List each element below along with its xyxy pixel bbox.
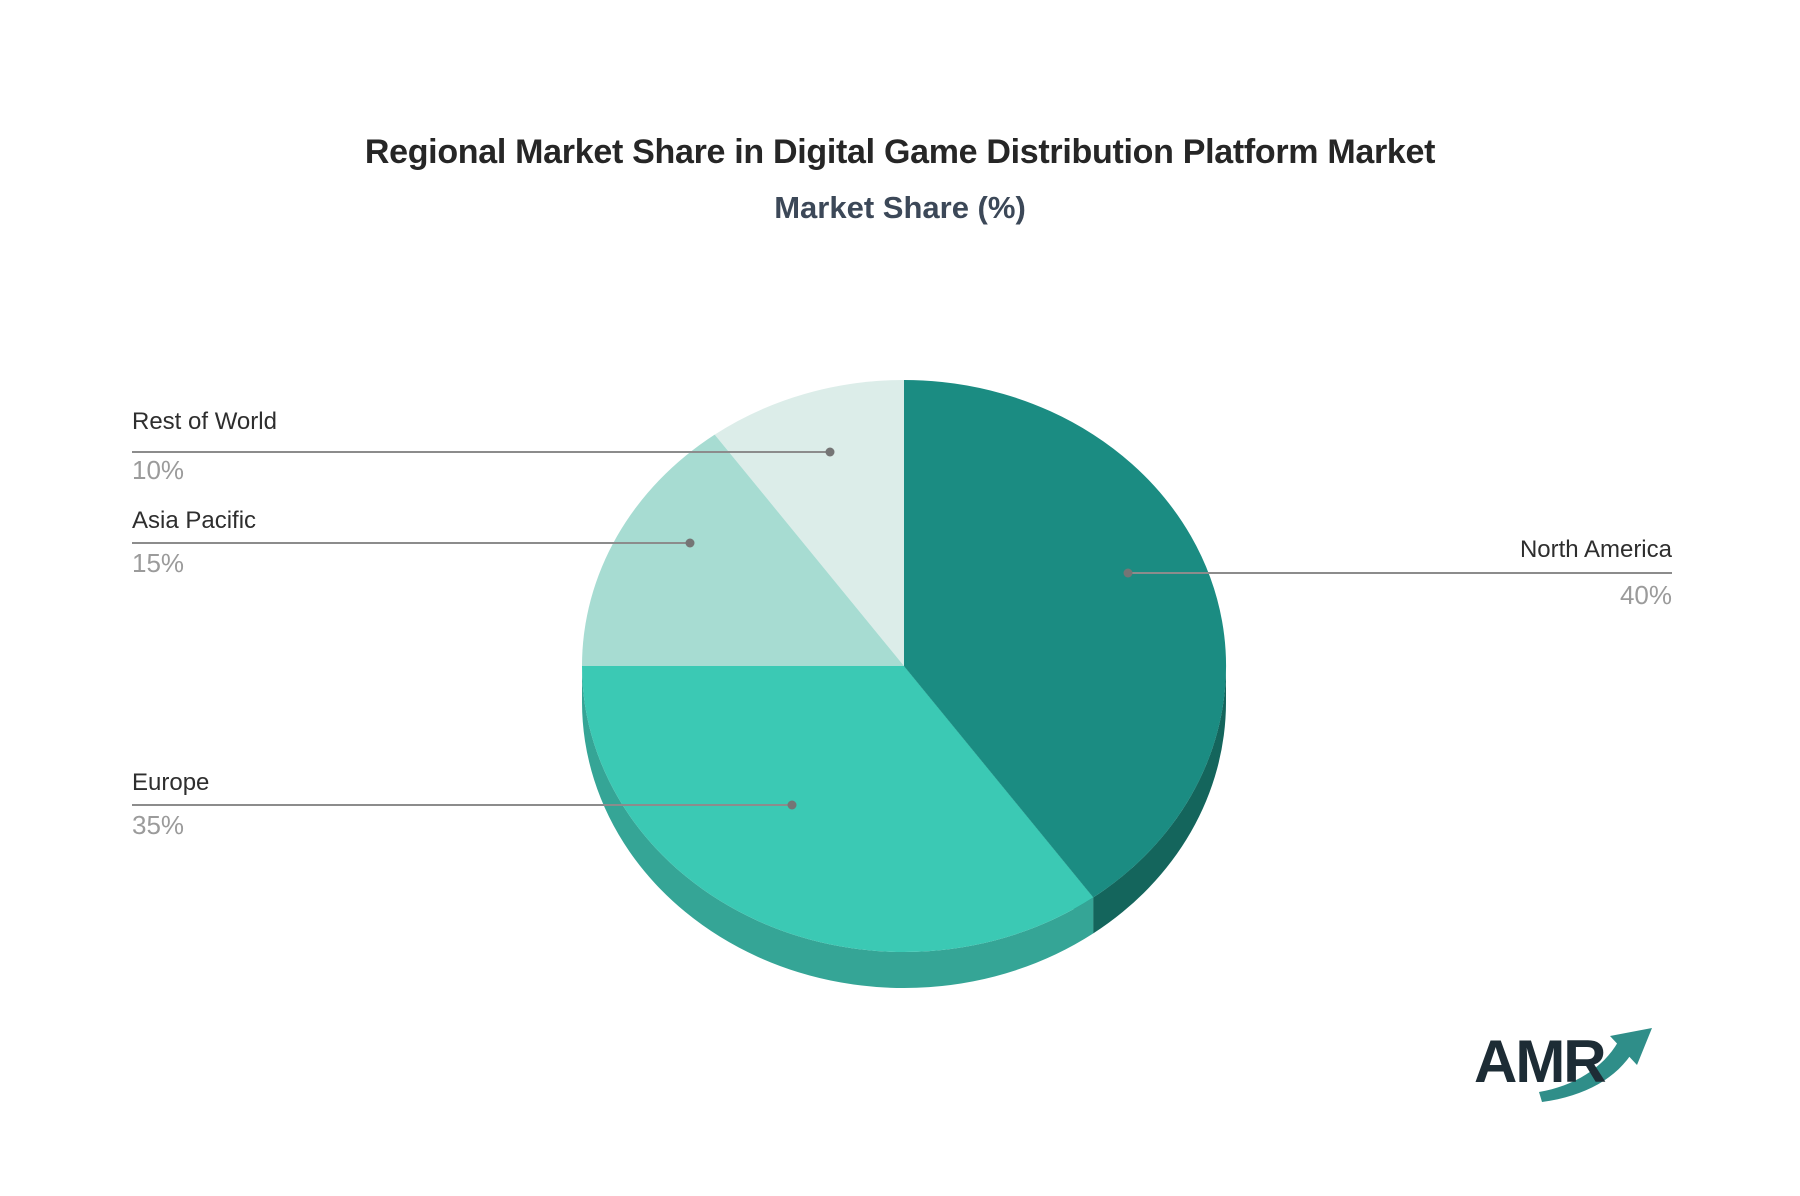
callout-label-north-america: North America <box>1519 536 1672 563</box>
chart-title: Regional Market Share in Digital Game Di… <box>364 133 1436 171</box>
callout-value-asia-pacific: 15% <box>132 548 185 578</box>
pie-slice-europe-side <box>582 666 1094 989</box>
pie-slice-north-america[interactable] <box>904 380 1227 898</box>
pie-slice-europe[interactable] <box>582 666 1094 953</box>
callout-value-rest-of-world: 10% <box>132 455 185 485</box>
leader-dot-asia-pacific <box>685 538 695 548</box>
callout-label-asia-pacific: Asia Pacific <box>132 507 257 534</box>
pie-slice-asia-pacific[interactable] <box>582 434 904 666</box>
leader-dot-europe <box>787 800 797 810</box>
callout-label-europe: Europe <box>132 769 210 796</box>
chart-subtitle: Market Share (%) <box>774 190 1026 225</box>
pie-slice-north-america-side <box>1093 666 1226 934</box>
leader-dot-rest-of-world <box>825 447 835 457</box>
callout-value-europe: 35% <box>132 810 185 840</box>
logo-arrow-icon <box>1539 1028 1652 1102</box>
callout-value-north-america: 40% <box>1619 580 1672 610</box>
leader-dot-north-america <box>1123 568 1133 578</box>
callout-label-rest-of-world: Rest of World <box>132 408 277 435</box>
logo-text: AMR <box>1474 1028 1607 1095</box>
